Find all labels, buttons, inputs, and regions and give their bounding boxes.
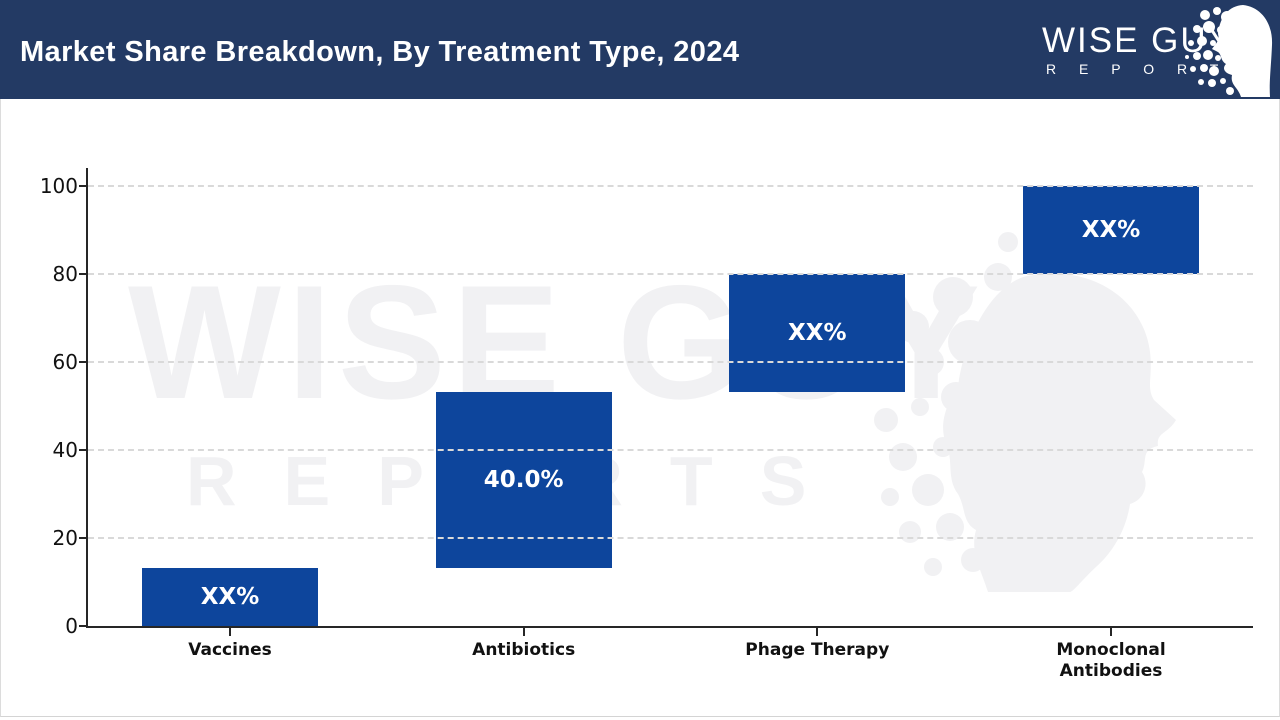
chart-title: Market Share Breakdown, By Treatment Typ… [20, 36, 740, 68]
logo-head-icon [1185, 5, 1273, 97]
bar-value-label: XX% [200, 583, 260, 610]
bar-phage-therapy: XX% [729, 274, 906, 392]
x-category-label: Antibiotics [472, 640, 576, 660]
bar-value-label: XX% [1081, 217, 1141, 243]
y-axis-line [86, 168, 88, 628]
x-tick-mark [816, 628, 819, 636]
x-category-label: Monoclonal Antibodies [1056, 640, 1166, 681]
bar-monoclonal-antibodies: XX% [1023, 186, 1199, 274]
bar-value-label: 40.0% [483, 466, 564, 493]
bar-value-label: XX% [788, 319, 847, 346]
y-tick-mark [79, 361, 87, 363]
gridline-60 [88, 361, 1253, 363]
y-tick-mark [79, 625, 87, 627]
y-tick-mark [79, 449, 87, 451]
y-tick-label: 100 [39, 174, 78, 198]
header-bar: Market Share Breakdown, By Treatment Typ… [0, 0, 1280, 99]
y-tick-label: 20 [52, 526, 78, 550]
y-tick-mark [79, 185, 87, 187]
y-tick-mark [79, 273, 87, 275]
y-tick-mark [79, 537, 87, 539]
x-category-label: Phage Therapy [745, 640, 890, 660]
x-axis-line [86, 626, 1253, 628]
gridline-100 [88, 185, 1253, 187]
y-tick-label: 0 [65, 614, 78, 638]
y-tick-label: 60 [52, 350, 78, 374]
x-tick-mark [1110, 628, 1112, 636]
bar-antibiotics: 40.0% [435, 391, 612, 568]
gridline-40 [88, 449, 1253, 451]
bar-vaccines: XX% [142, 567, 318, 626]
x-tick-mark [229, 628, 231, 636]
gridline-20 [88, 537, 1253, 539]
x-tick-mark [522, 628, 525, 636]
logo-subtitle: R E P O R T S [1046, 61, 1260, 77]
y-tick-label: 40 [52, 438, 78, 462]
y-tick-label: 80 [52, 262, 78, 286]
gridline-80 [88, 273, 1253, 275]
x-category-label: Vaccines [188, 640, 272, 660]
